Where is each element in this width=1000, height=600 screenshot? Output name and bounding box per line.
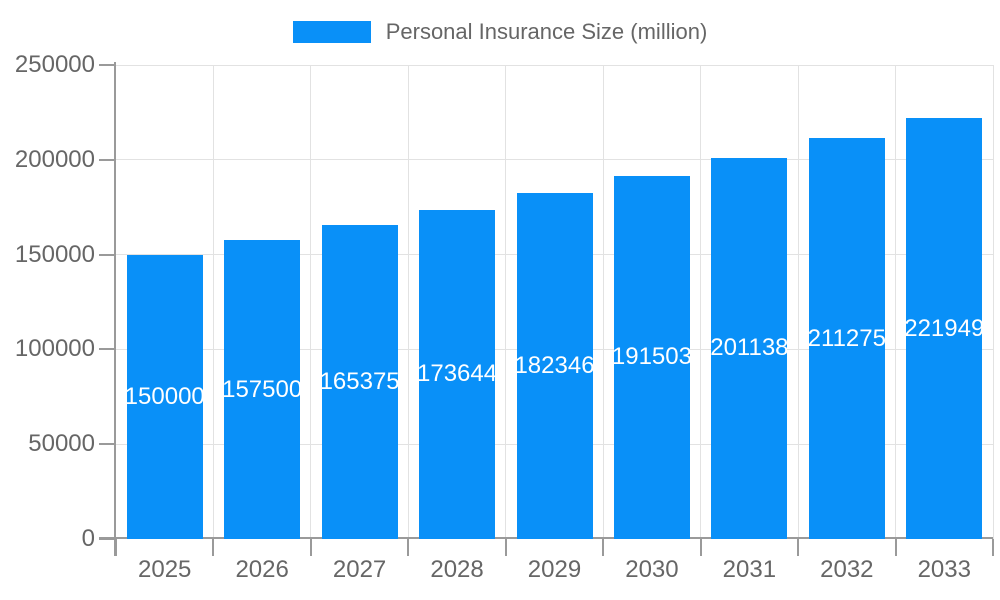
- x-gridline: [505, 65, 507, 539]
- bar-2029: 182346: [516, 193, 593, 539]
- legend[interactable]: Personal Insurance Size (million): [0, 19, 1000, 44]
- bar-value-label: 221949: [906, 314, 983, 342]
- y-axis-label: 250000: [14, 51, 95, 78]
- y-tick-mark: [99, 158, 116, 161]
- x-axis-label-2027: 2027: [332, 556, 387, 583]
- x-gridline: [797, 65, 799, 539]
- bar-value-label: 165375: [321, 368, 398, 396]
- y-axis-label: 0: [81, 525, 95, 552]
- bar-2032: 211275: [808, 138, 885, 539]
- bar-2027: 165375: [321, 225, 398, 539]
- bar-value-label: 150000: [126, 382, 203, 410]
- bar-2031: 201138: [711, 157, 788, 539]
- x-axis-label-2025: 2025: [138, 556, 192, 583]
- bar-2026: 157500: [224, 240, 301, 539]
- y-tick-mark: [99, 348, 116, 351]
- bar-value-label: 201138: [711, 334, 788, 362]
- bar-value-label: 191503: [613, 343, 690, 371]
- x-axis-label-2030: 2030: [625, 556, 679, 583]
- x-tick-mark: [407, 539, 410, 556]
- x-gridline: [310, 65, 312, 539]
- x-tick-mark: [797, 539, 800, 556]
- x-tick-mark: [504, 539, 507, 556]
- y-axis-label: 50000: [28, 430, 95, 458]
- x-tick-mark: [212, 539, 215, 556]
- x-gridline: [992, 65, 994, 539]
- bar-value-label: 211275: [808, 324, 885, 352]
- x-tick-mark: [992, 539, 994, 556]
- x-tick-mark: [602, 539, 605, 556]
- y-tick-mark: [99, 538, 116, 540]
- x-gridline: [407, 65, 409, 539]
- x-axis-label-2033: 2033: [917, 556, 971, 583]
- x-tick-mark: [894, 539, 897, 556]
- bar-2030: 191503: [613, 175, 690, 539]
- y-axis-label: 150000: [14, 240, 95, 268]
- y-axis-line: [114, 62, 116, 556]
- bar-2033: 221949: [906, 118, 983, 539]
- y-gridline: [116, 64, 993, 66]
- y-tick-mark: [99, 253, 116, 256]
- legend-label: Personal Insurance Size (million): [385, 19, 708, 44]
- x-gridline: [602, 65, 604, 539]
- bar-2025: 150000: [126, 254, 203, 539]
- y-gridline: [116, 159, 993, 161]
- x-axis-label-2028: 2028: [430, 556, 484, 583]
- x-axis-label-2032: 2032: [820, 556, 874, 583]
- x-tick-mark: [699, 539, 702, 556]
- x-axis-label-2031: 2031: [722, 556, 777, 583]
- bar-value-label: 157500: [224, 375, 301, 403]
- bar-value-label: 173644: [419, 360, 496, 388]
- x-gridline: [700, 65, 702, 539]
- x-axis-label-2029: 2029: [527, 556, 582, 583]
- bar-2028: 173644: [419, 209, 496, 539]
- y-axis-label: 100000: [14, 335, 95, 363]
- x-tick-mark: [309, 539, 312, 556]
- x-gridline: [212, 65, 214, 539]
- y-axis-label: 200000: [14, 145, 95, 173]
- bar-value-label: 182346: [516, 352, 593, 380]
- y-tick-mark: [99, 64, 116, 66]
- x-tick-mark: [115, 539, 117, 556]
- y-tick-mark: [99, 443, 116, 446]
- x-axis-label-2026: 2026: [235, 556, 289, 583]
- legend-swatch-icon: [292, 20, 371, 43]
- x-gridline: [895, 65, 897, 539]
